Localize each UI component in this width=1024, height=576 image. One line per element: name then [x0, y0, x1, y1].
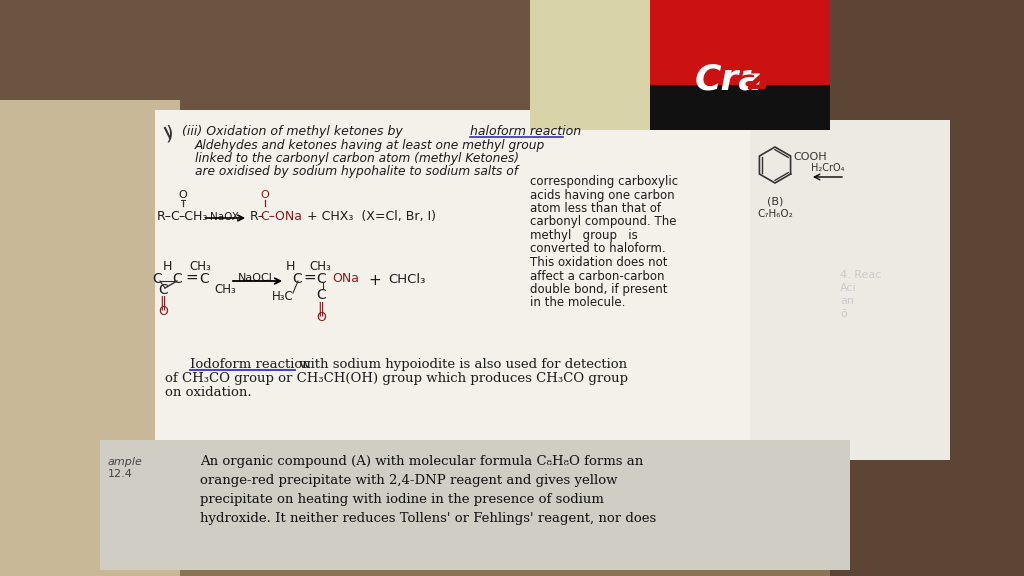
Text: H: H — [163, 260, 172, 273]
Text: double bond, if present: double bond, if present — [530, 283, 668, 296]
Text: are oxidised by sodium hypohalite to sodium salts of: are oxidised by sodium hypohalite to sod… — [195, 165, 518, 178]
Text: R–C: R–C — [157, 210, 181, 223]
Text: C: C — [199, 272, 209, 286]
Text: CH₃: CH₃ — [214, 283, 236, 296]
Text: ‖: ‖ — [317, 301, 325, 316]
Text: Cra: Cra — [695, 62, 764, 96]
Text: C: C — [153, 272, 162, 286]
Bar — [0, 210, 1024, 576]
Text: R–: R– — [250, 210, 265, 223]
Text: NaOCl: NaOCl — [238, 273, 272, 283]
Text: CH₃: CH₃ — [189, 260, 211, 273]
Text: an: an — [840, 296, 854, 306]
Text: Iodoform reaction: Iodoform reaction — [190, 358, 310, 371]
Text: with sodium hypoiodite is also used for detection: with sodium hypoiodite is also used for … — [295, 358, 627, 371]
Text: COOH: COOH — [793, 152, 826, 162]
Text: CH₃: CH₃ — [309, 260, 331, 273]
Bar — [155, 110, 755, 470]
Text: (iii) Oxidation of methyl ketones by: (iii) Oxidation of methyl ketones by — [182, 125, 407, 138]
Text: Aci: Aci — [840, 283, 857, 293]
Text: z: z — [746, 62, 768, 96]
Text: ONa: ONa — [332, 272, 359, 285]
Text: C: C — [172, 272, 182, 286]
Text: =: = — [304, 270, 316, 285]
Text: O: O — [261, 190, 269, 200]
Text: H₂CrO₄: H₂CrO₄ — [811, 163, 845, 173]
Text: 4. Reac: 4. Reac — [840, 270, 882, 280]
Text: ‖: ‖ — [160, 295, 167, 309]
Text: converted to haloform.: converted to haloform. — [530, 242, 666, 256]
Text: –CH₃: –CH₃ — [178, 210, 208, 223]
Bar — [650, 85, 830, 130]
Text: carbonyl compound. The: carbonyl compound. The — [530, 215, 677, 229]
Text: of CH₃CO group or CH₃CH(OH) group which produces CH₃CO group: of CH₃CO group or CH₃CH(OH) group which … — [165, 372, 628, 385]
Bar — [0, 100, 180, 576]
Text: haloform reaction: haloform reaction — [470, 125, 582, 138]
Text: ): ) — [165, 125, 173, 144]
Text: ō: ō — [840, 309, 847, 319]
Text: 12.4: 12.4 — [108, 469, 133, 479]
Text: C₇H₆O₂: C₇H₆O₂ — [757, 209, 793, 219]
Text: O: O — [158, 305, 168, 318]
Text: (B): (B) — [767, 197, 783, 207]
Text: H₃C: H₃C — [272, 290, 294, 303]
Text: linked to the carbonyl carbon atom (methyl Ketones): linked to the carbonyl carbon atom (meth… — [195, 152, 519, 165]
Text: C: C — [316, 272, 326, 286]
Text: CHCl₃: CHCl₃ — [388, 273, 425, 286]
Text: C: C — [292, 272, 302, 286]
Text: This oxidation does not: This oxidation does not — [530, 256, 668, 269]
Bar — [530, 0, 830, 130]
Bar — [750, 120, 950, 460]
Text: =: = — [185, 270, 199, 285]
Text: O: O — [316, 311, 326, 324]
Bar — [830, 0, 1024, 576]
Text: methyl   group   is: methyl group is — [530, 229, 638, 242]
Text: An organic compound (A) with molecular formula C₈H₈O forms an
orange-red precipi: An organic compound (A) with molecular f… — [200, 455, 656, 525]
Text: acids having one carbon: acids having one carbon — [530, 188, 675, 202]
Text: Aldehydes and ketones having at least one methyl group: Aldehydes and ketones having at least on… — [195, 139, 545, 152]
Text: affect a carbon-carbon: affect a carbon-carbon — [530, 270, 665, 282]
Bar — [100, 440, 850, 570]
Text: C–ONa: C–ONa — [260, 210, 302, 223]
Text: ample: ample — [108, 457, 143, 467]
Bar — [0, 0, 1024, 210]
Text: + CHX₃  (X=Cl, Br, I): + CHX₃ (X=Cl, Br, I) — [307, 210, 436, 223]
Text: +: + — [369, 273, 381, 288]
Text: corresponding carboxylic: corresponding carboxylic — [530, 175, 678, 188]
Text: H: H — [286, 260, 295, 273]
Text: C: C — [316, 288, 326, 302]
Text: atom less than that of: atom less than that of — [530, 202, 662, 215]
Bar — [650, 0, 830, 130]
Text: NaOX: NaOX — [210, 212, 239, 222]
Text: O: O — [178, 190, 187, 200]
Text: C: C — [158, 283, 168, 297]
Text: on oxidation.: on oxidation. — [165, 386, 252, 399]
Text: in the molecule.: in the molecule. — [530, 297, 626, 309]
